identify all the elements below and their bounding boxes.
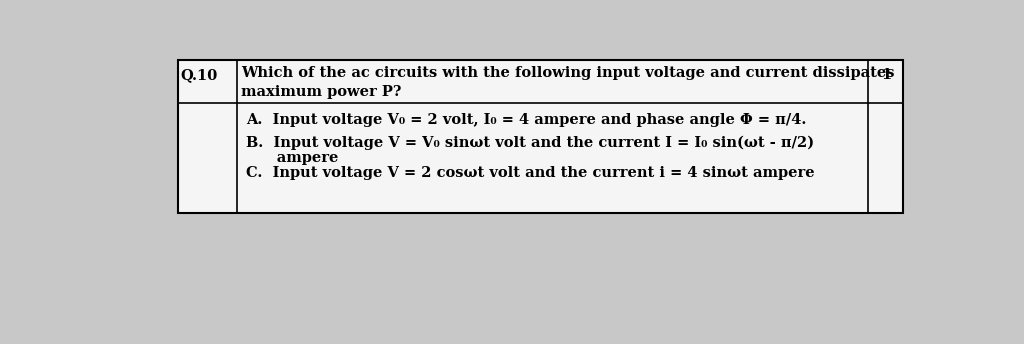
Text: C.  Input voltage V = 2 cosωt volt and the current i = 4 sinωt ampere: C. Input voltage V = 2 cosωt volt and th…: [246, 166, 815, 180]
Text: 1: 1: [881, 68, 891, 82]
Text: ampere: ampere: [246, 151, 339, 164]
Text: B.  Input voltage V = V₀ sinωt volt and the current I = I₀ sin(ωt - π/2): B. Input voltage V = V₀ sinωt volt and t…: [246, 136, 814, 150]
Bar: [178, 60, 903, 213]
Text: maximum power P?: maximum power P?: [241, 85, 401, 99]
Text: A.  Input voltage V₀ = 2 volt, I₀ = 4 ampere and phase angle Φ = π/4.: A. Input voltage V₀ = 2 volt, I₀ = 4 amp…: [246, 114, 807, 127]
Text: Which of the ac circuits with the following input voltage and current dissipates: Which of the ac circuits with the follow…: [241, 66, 894, 80]
Text: Q.10: Q.10: [180, 68, 218, 82]
